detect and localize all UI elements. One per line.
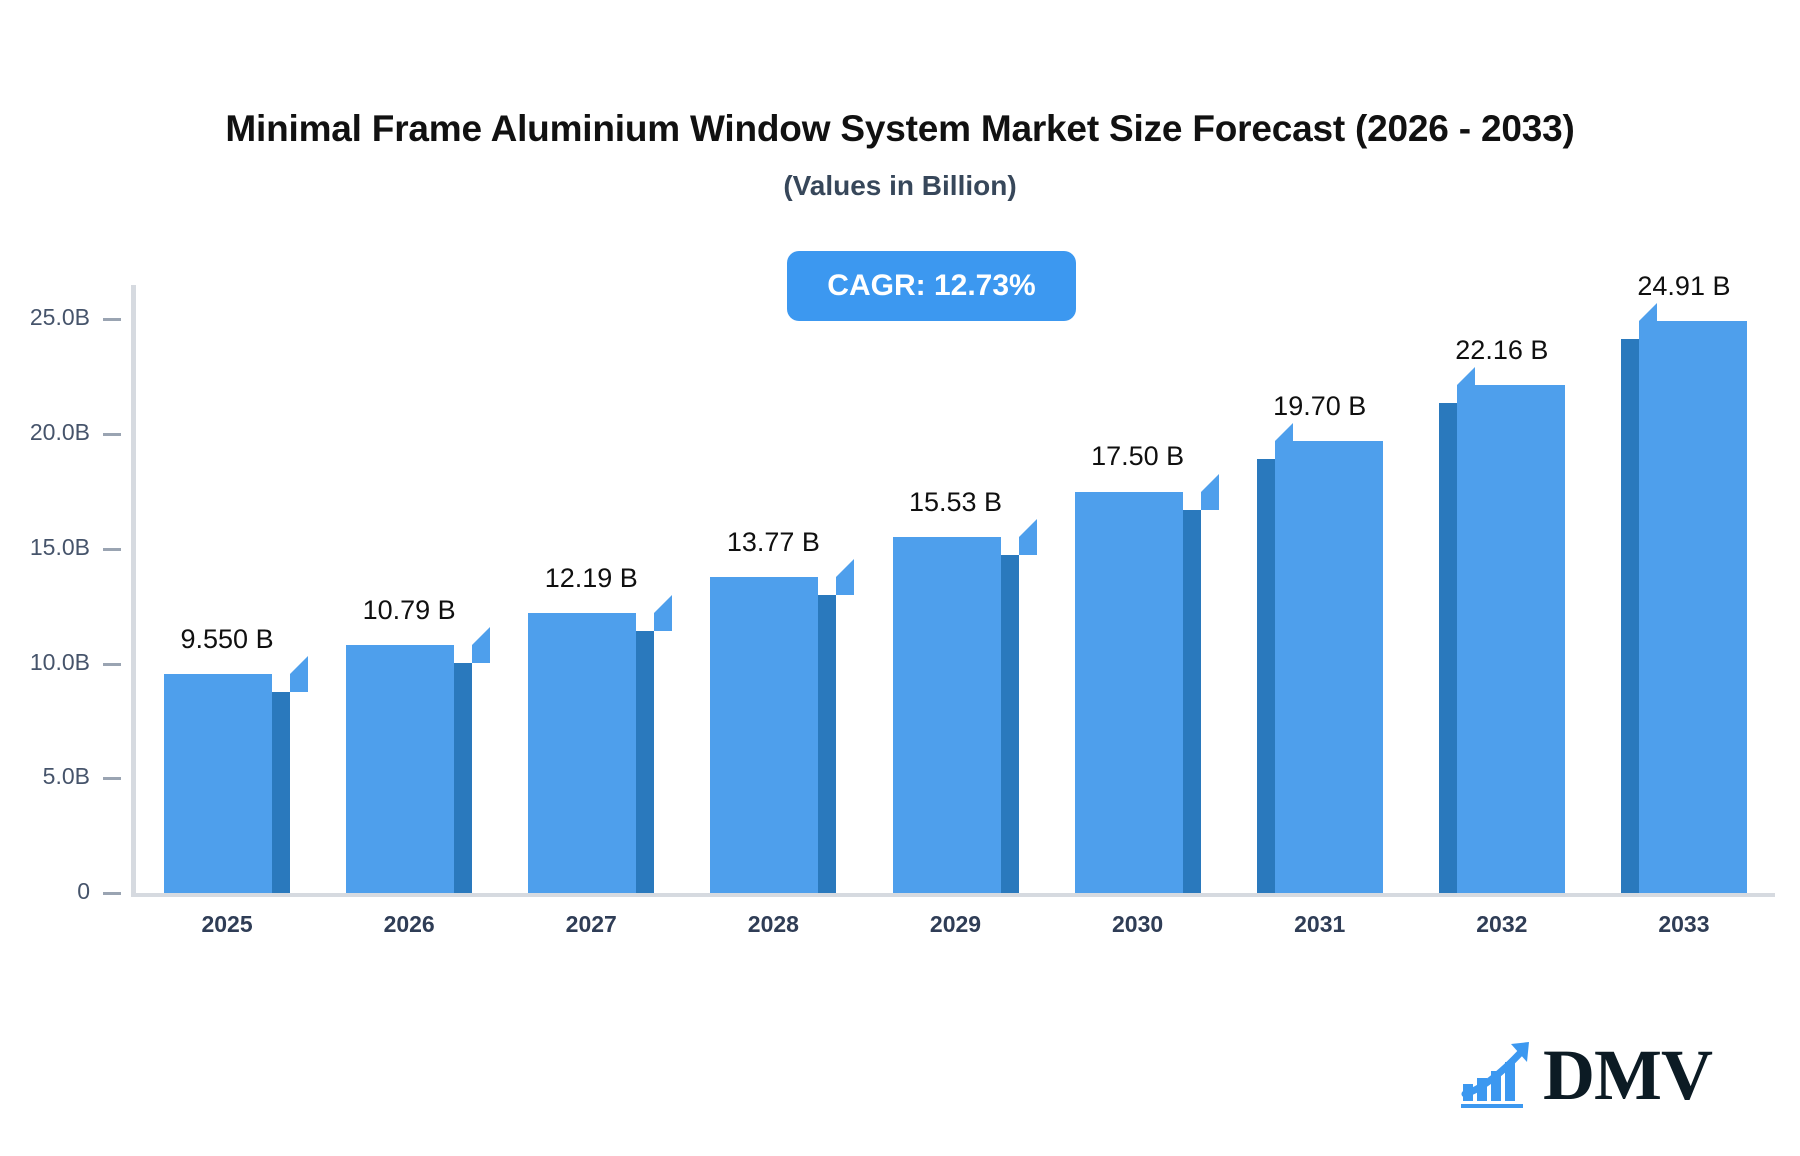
cagr-badge-label: CAGR: 12.73% — [827, 269, 1036, 302]
y-axis-tick-mark — [103, 433, 121, 437]
bar-side-shading — [454, 663, 473, 893]
y-axis-tick-mark — [103, 318, 121, 322]
chart-subtitle: (Values in Billion) — [783, 170, 1017, 201]
y-axis-tick-mark — [103, 892, 121, 895]
x-axis-tick-label: 2027 — [565, 911, 617, 937]
x-axis-tick-label: 2026 — [383, 911, 435, 937]
bar[interactable] — [1438, 366, 1565, 893]
bar-top-bevel — [1439, 366, 1475, 403]
bar[interactable] — [1620, 303, 1747, 893]
bar-value-label: 15.53 B — [908, 486, 1003, 517]
x-axis-tick-label: 2030 — [1112, 911, 1164, 937]
dmv-logo-text: DMV — [1543, 1035, 1713, 1116]
bar-side-shading — [1620, 339, 1639, 893]
y-axis-tick-label: 10.0B — [29, 648, 90, 675]
bar-top-bevel — [1000, 518, 1037, 555]
bar-top-bevel — [636, 595, 673, 632]
bar-side-shading — [636, 631, 655, 893]
bar[interactable] — [1256, 423, 1383, 893]
bar-top-bevel — [1182, 473, 1219, 510]
bar-top-bevel — [272, 655, 309, 692]
bar-face — [1074, 491, 1183, 893]
x-axis-tick-label: 2033 — [1658, 911, 1710, 937]
y-axis-tick-mark — [103, 662, 121, 666]
bar-face — [1274, 441, 1383, 893]
bar-chart-growth-icon — [1459, 1036, 1537, 1115]
bar[interactable] — [164, 655, 309, 893]
bar[interactable] — [1074, 473, 1219, 893]
bar[interactable] — [892, 518, 1037, 893]
bar-face — [1638, 321, 1747, 893]
dmv-logo: DMV — [1459, 1035, 1713, 1116]
bar-value-label: 12.19 B — [544, 563, 638, 594]
bar-top-bevel — [1257, 423, 1293, 460]
bar-value-label: 17.50 B — [1091, 441, 1185, 472]
bar-top-bevel — [1621, 303, 1657, 340]
bar-side-shading — [1182, 509, 1201, 893]
bar-face — [164, 673, 273, 893]
bar-side-shading — [1000, 554, 1019, 893]
bar-top-bevel — [454, 627, 491, 664]
x-axis-line — [131, 893, 1775, 897]
y-axis-tick-mark — [103, 777, 121, 781]
bar-value-label: 24.91 B — [1637, 271, 1731, 302]
x-axis-tick-label: 2025 — [201, 911, 253, 937]
chart-title: Minimal Frame Aluminium Window System Ma… — [225, 108, 1575, 149]
cagr-badge: CAGR: 12.73% — [787, 251, 1076, 321]
bar-face — [346, 645, 455, 893]
bar[interactable] — [710, 559, 855, 893]
y-axis-tick-label: 25.0B — [29, 304, 90, 331]
bar-top-bevel — [818, 559, 855, 596]
bar[interactable] — [346, 627, 491, 893]
x-axis-tick-label: 2029 — [929, 911, 982, 937]
bar-side-shading — [1438, 402, 1457, 893]
bar-value-label: 13.77 B — [726, 527, 820, 558]
bar-value-label: 10.79 B — [362, 595, 456, 626]
bar-face — [892, 536, 1001, 893]
x-axis-tick-label: 2031 — [1294, 911, 1346, 937]
bar-face — [710, 577, 819, 893]
bar-face — [1456, 384, 1565, 893]
bar-value-label: 22.16 B — [1455, 334, 1549, 365]
bar-side-shading — [818, 595, 837, 893]
y-axis-tick-label: 0 — [77, 878, 90, 904]
bar-value-label: 9.550 B — [180, 623, 274, 654]
y-axis-line — [131, 285, 136, 895]
bar-side-shading — [272, 691, 291, 893]
x-axis-tick-label: 2028 — [747, 911, 799, 937]
bar-side-shading — [1256, 459, 1275, 893]
y-axis-tick-label: 5.0B — [42, 763, 90, 790]
y-axis-tick-label: 20.0B — [29, 419, 90, 446]
y-axis-tick-label: 15.0B — [29, 533, 90, 560]
x-axis-tick-label: 2032 — [1476, 911, 1528, 937]
y-axis-tick-mark — [103, 547, 121, 551]
bar-face — [528, 613, 637, 893]
bar-value-label: 19.70 B — [1273, 391, 1367, 421]
bar[interactable] — [528, 595, 673, 893]
